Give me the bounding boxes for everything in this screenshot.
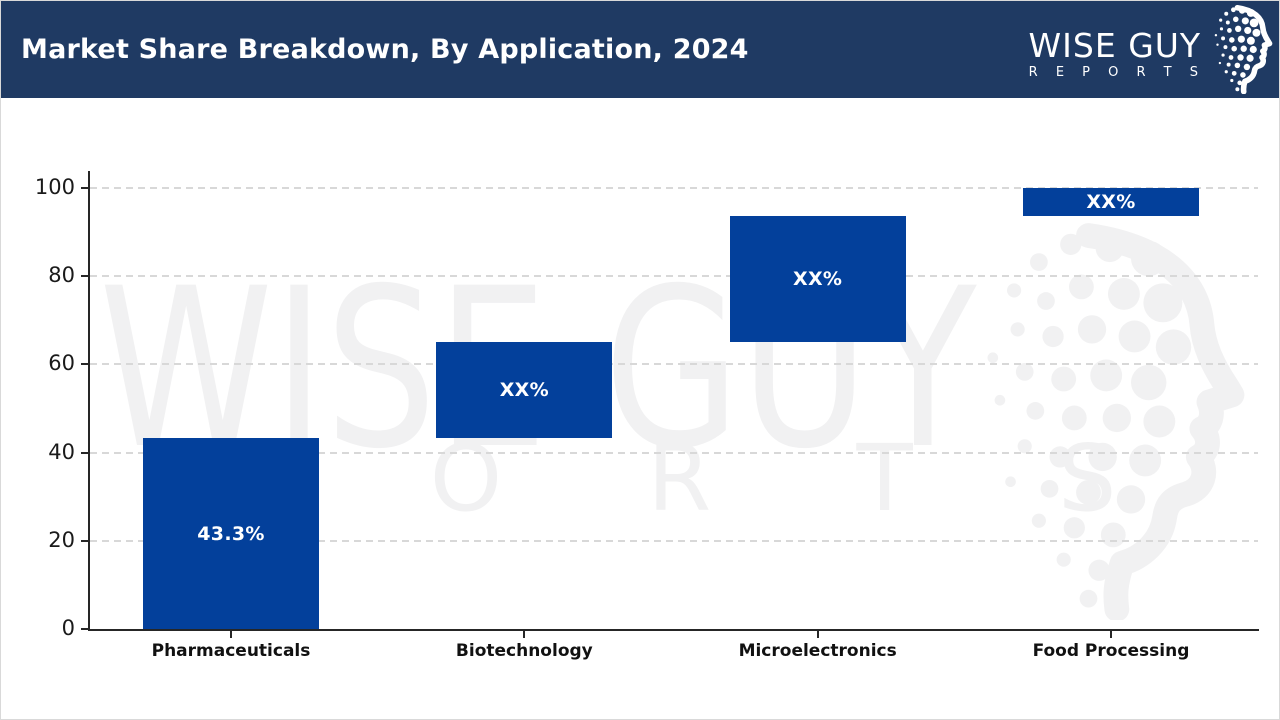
logo-wise-guy-label: WISE GUY [1028,26,1202,66]
y-tick-label: 80 [48,263,75,288]
gridline [90,539,1258,542]
y-axis-tick [81,363,88,366]
bar-value-label: XX% [793,268,843,291]
x-category-label: Microelectronics [738,641,897,661]
logo-text: WISE GUY R E P O R T S [1025,29,1205,80]
gridline [90,363,1258,366]
watermark-reports-text: P O R T S [229,425,1175,532]
y-axis-tick [81,187,88,189]
bar-value-label: XX% [1086,191,1136,214]
y-axis-tick [81,451,88,454]
y-axis-tick [81,539,88,542]
x-category-label: Biotechnology [455,641,593,661]
y-axis-tick [81,628,88,630]
x-category-label: Pharmaceuticals [151,641,311,661]
y-axis-tick [81,275,88,278]
gridline [90,187,1258,189]
bar-value-label: 43.3% [197,522,265,545]
wise-guy-reports-logo: WISE GUY R E P O R T S [1025,5,1275,94]
y-tick-label: 60 [48,351,75,376]
x-category-label: Food Processing [1032,641,1190,661]
x-axis-tick [523,631,526,638]
x-axis-line [88,629,1259,631]
x-axis-tick [1109,631,1112,638]
gridline [90,451,1258,454]
wise-guy-face-watermark-icon [987,223,1245,620]
gridline [90,275,1258,278]
y-tick-label: 0 [61,616,75,640]
y-tick-label: 100 [34,175,75,199]
waterfall-bar-pharmaceuticals: 43.3% [143,438,319,629]
waterfall-bar-biotechnology: XX% [436,342,613,439]
waterfall-bar-microelectronics: XX% [729,216,906,343]
page-title: Market Share Breakdown, By Application, … [21,34,749,65]
y-axis-line [88,171,90,631]
header-bar: Market Share Breakdown, By Application, … [1,1,1279,98]
bar-value-label: XX% [499,379,549,402]
y-tick-label: 20 [48,527,75,552]
x-axis-tick [230,631,232,638]
y-tick-label: 40 [48,439,75,464]
waterfall-bar-food-processing: XX% [1022,188,1199,217]
x-axis-tick [816,631,819,638]
wise-guy-face-icon [1214,5,1273,94]
logo-reports-label: R E P O R T S [1028,64,1205,80]
